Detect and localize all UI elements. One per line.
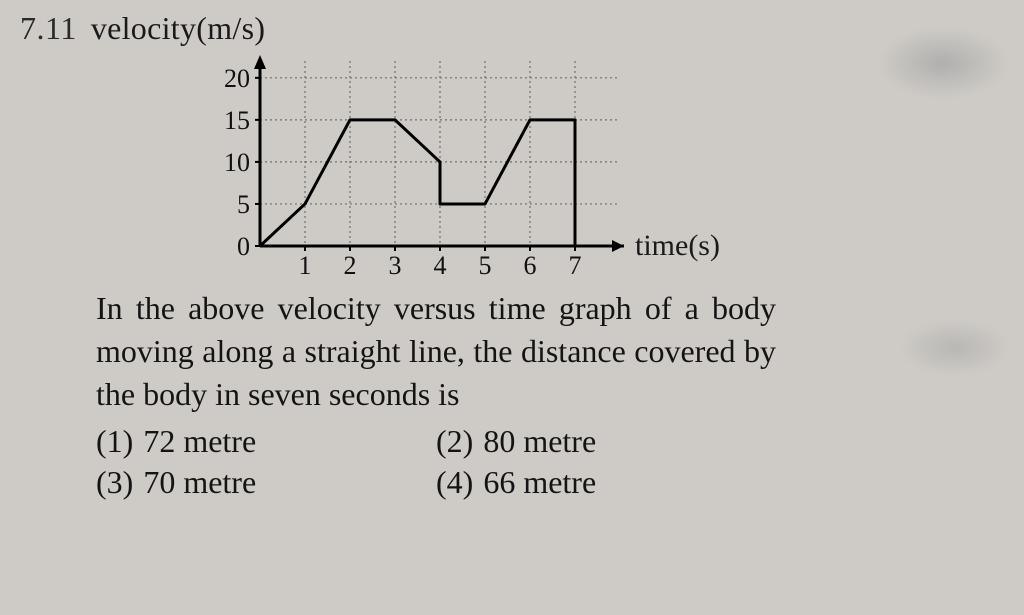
chart-svg: 0 5 10 15 20 1 2 3 4 5 6 7 xyxy=(200,51,630,281)
svg-text:1: 1 xyxy=(299,251,312,280)
paper-smudge xyxy=(878,28,1008,98)
question-header: 7.11 velocity(m/s) xyxy=(20,10,780,47)
option-text: 70 metre xyxy=(143,464,256,500)
paper-smudge xyxy=(900,320,1010,375)
option-text: 80 metre xyxy=(483,423,596,459)
y-axis-label: velocity(m/s) xyxy=(91,10,266,47)
option-text: 72 metre xyxy=(143,423,256,459)
svg-text:0: 0 xyxy=(237,232,250,261)
option-num: (4) xyxy=(436,464,473,500)
option-num: (1) xyxy=(96,423,133,459)
option-4: (4) 66 metre xyxy=(436,464,776,501)
options-grid: (1) 72 metre (2) 80 metre (3) 70 metre (4) 6… xyxy=(96,423,780,501)
option-num: (2) xyxy=(436,423,473,459)
option-text: 66 metre xyxy=(483,464,596,500)
option-3: (3) 70 metre xyxy=(96,464,436,501)
svg-text:15: 15 xyxy=(224,106,250,135)
option-1: (1) 72 metre xyxy=(96,423,436,460)
svg-text:4: 4 xyxy=(434,251,447,280)
svg-text:20: 20 xyxy=(224,64,250,93)
svg-text:5: 5 xyxy=(479,251,492,280)
svg-text:6: 6 xyxy=(524,251,537,280)
question-block: 7.11 velocity(m/s) 0 5 10 15 20 1 2 3 4 5 6 7 time(… xyxy=(20,10,780,501)
velocity-time-chart: 051015201234567 time(s) xyxy=(200,51,700,281)
svg-text:10: 10 xyxy=(224,148,250,177)
svg-text:7: 7 xyxy=(569,251,582,280)
option-num: (3) xyxy=(96,464,133,500)
svg-text:2: 2 xyxy=(344,251,357,280)
question-number: 7.11 xyxy=(20,10,77,47)
svg-text:3: 3 xyxy=(389,251,402,280)
question-prompt: In the above velocity versus time graph … xyxy=(96,287,776,417)
x-axis-label: time(s) xyxy=(635,229,720,263)
option-2: (2) 80 metre xyxy=(436,423,776,460)
svg-text:5: 5 xyxy=(237,190,250,219)
